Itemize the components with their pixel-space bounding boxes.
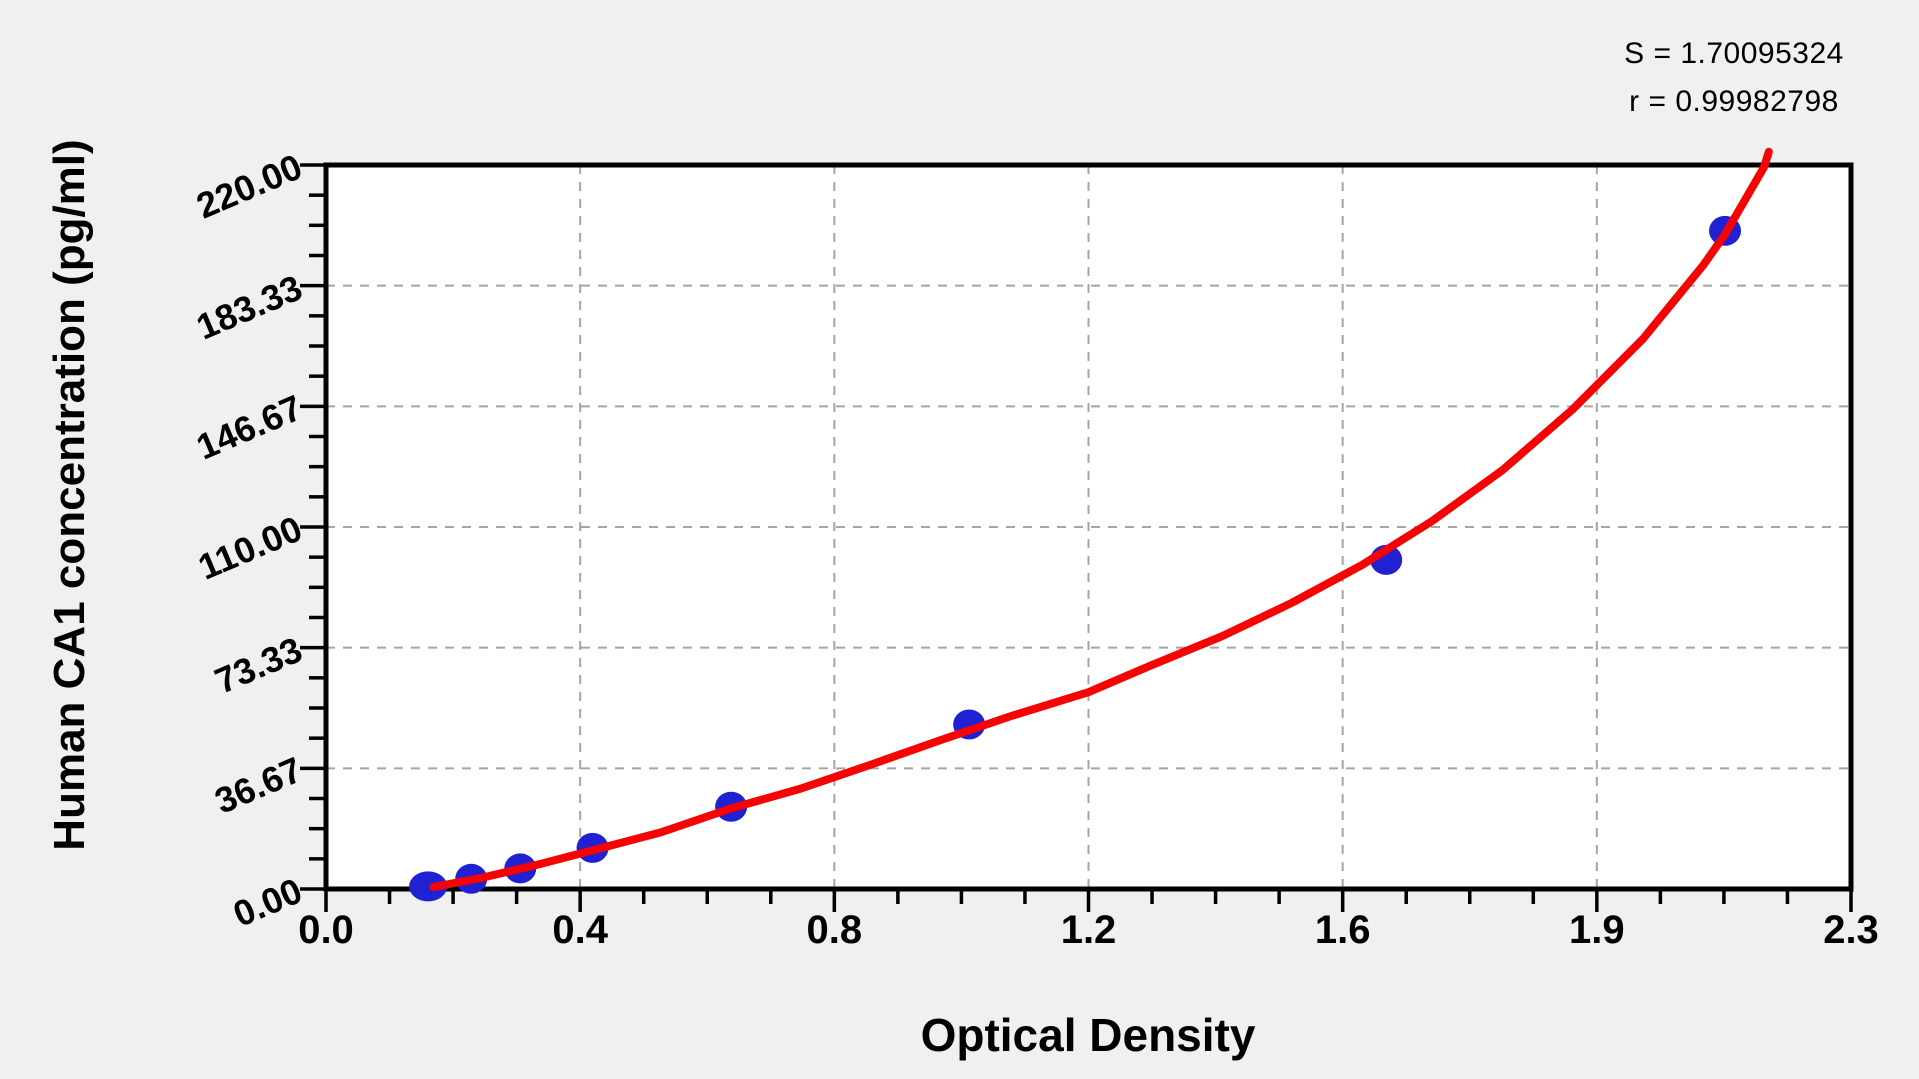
y-axis-title: Human CA1 concentration (pg/ml) <box>45 139 94 851</box>
plot-frame <box>323 162 1854 892</box>
x-tick-label: 1.2 <box>1060 908 1117 952</box>
data-point <box>409 871 448 902</box>
x-tick-label: 1.6 <box>1314 908 1371 952</box>
fit-statistic-r: r = 0.99982798 <box>1629 85 1839 118</box>
fit-statistic-s: S = 1.70095324 <box>1624 37 1844 70</box>
x-tick-label: 2.3 <box>1823 908 1879 952</box>
fitted-curve <box>429 147 1773 891</box>
x-tick-label: 0.0 <box>298 908 354 952</box>
x-axis-title: Optical Density <box>920 1009 1256 1061</box>
x-tick-label: 0.8 <box>806 908 863 952</box>
x-tick-label: 1.9 <box>1569 908 1625 952</box>
fit-statistics: S = 1.70095324 r = 0.99982798 <box>1534 30 1919 126</box>
x-tick-label: 0.4 <box>552 908 608 952</box>
